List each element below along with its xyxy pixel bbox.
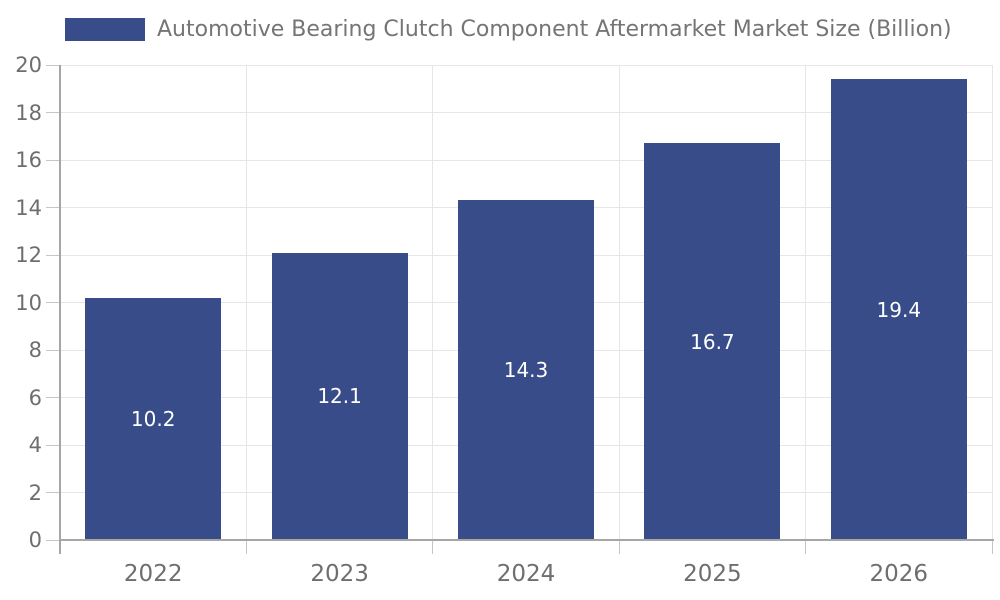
bar-value-label: 19.4 [876, 297, 922, 322]
x-axis-tick-label: 2023 [310, 561, 369, 587]
y-gridline [60, 112, 992, 113]
bar-value-label: 14.3 [503, 358, 549, 383]
y-axis-tick-label: 16 [15, 148, 42, 172]
y-axis-tick-label: 18 [15, 100, 42, 125]
y-tick-mark [46, 539, 60, 541]
y-axis-tick-label: 12 [15, 243, 42, 267]
y-tick-mark [46, 349, 60, 351]
y-axis-line [59, 65, 61, 554]
y-gridline [60, 64, 992, 66]
y-gridline [60, 159, 992, 161]
x-axis-tick-label: 2022 [123, 561, 183, 587]
y-tick-mark [46, 302, 60, 303]
y-axis-tick-label: 6 [28, 385, 42, 410]
x-tick-mark [991, 540, 993, 554]
y-axis-tick-label: 20 [15, 53, 42, 77]
y-axis-tick-label: 14 [15, 195, 42, 220]
x-tick-mark [245, 540, 247, 554]
y-axis-tick-label: 0 [28, 528, 42, 552]
x-axis-tick-label: 2026 [869, 561, 929, 587]
x-tick-mark [618, 540, 620, 554]
bar [644, 143, 781, 540]
y-tick-mark [46, 207, 60, 208]
y-tick-mark [46, 159, 60, 161]
bar [271, 252, 408, 540]
y-tick-mark [46, 112, 60, 113]
x-gridline [432, 65, 434, 540]
y-tick-mark [46, 492, 60, 493]
y-tick-mark [46, 397, 60, 398]
x-gridline [245, 65, 247, 540]
y-axis-tick-label: 2 [28, 480, 42, 505]
y-tick-mark [46, 64, 60, 66]
y-axis-tick-label: 8 [28, 338, 42, 362]
x-axis-tick-label: 2025 [683, 561, 742, 587]
legend-swatch [65, 17, 145, 41]
bar [85, 297, 222, 540]
bar [458, 200, 594, 540]
y-axis-tick-label: 10 [15, 290, 42, 315]
x-tick-mark [805, 540, 807, 554]
y-tick-mark [46, 444, 60, 446]
x-gridline [805, 65, 807, 540]
x-axis-line [60, 539, 994, 541]
legend-label: Automotive Bearing Clutch Component Afte… [157, 16, 952, 42]
legend: Automotive Bearing Clutch Component Afte… [65, 15, 952, 43]
y-axis-tick-label: 4 [28, 433, 42, 457]
x-tick-mark [432, 540, 434, 554]
bar-value-label: 10.2 [130, 406, 176, 431]
bar [830, 79, 967, 540]
y-tick-mark [46, 254, 60, 256]
bar-value-label: 12.1 [317, 384, 362, 409]
bar-value-label: 16.7 [690, 329, 735, 354]
x-gridline [991, 65, 993, 540]
x-gridline [618, 65, 620, 540]
x-axis-tick-label: 2024 [496, 561, 556, 587]
